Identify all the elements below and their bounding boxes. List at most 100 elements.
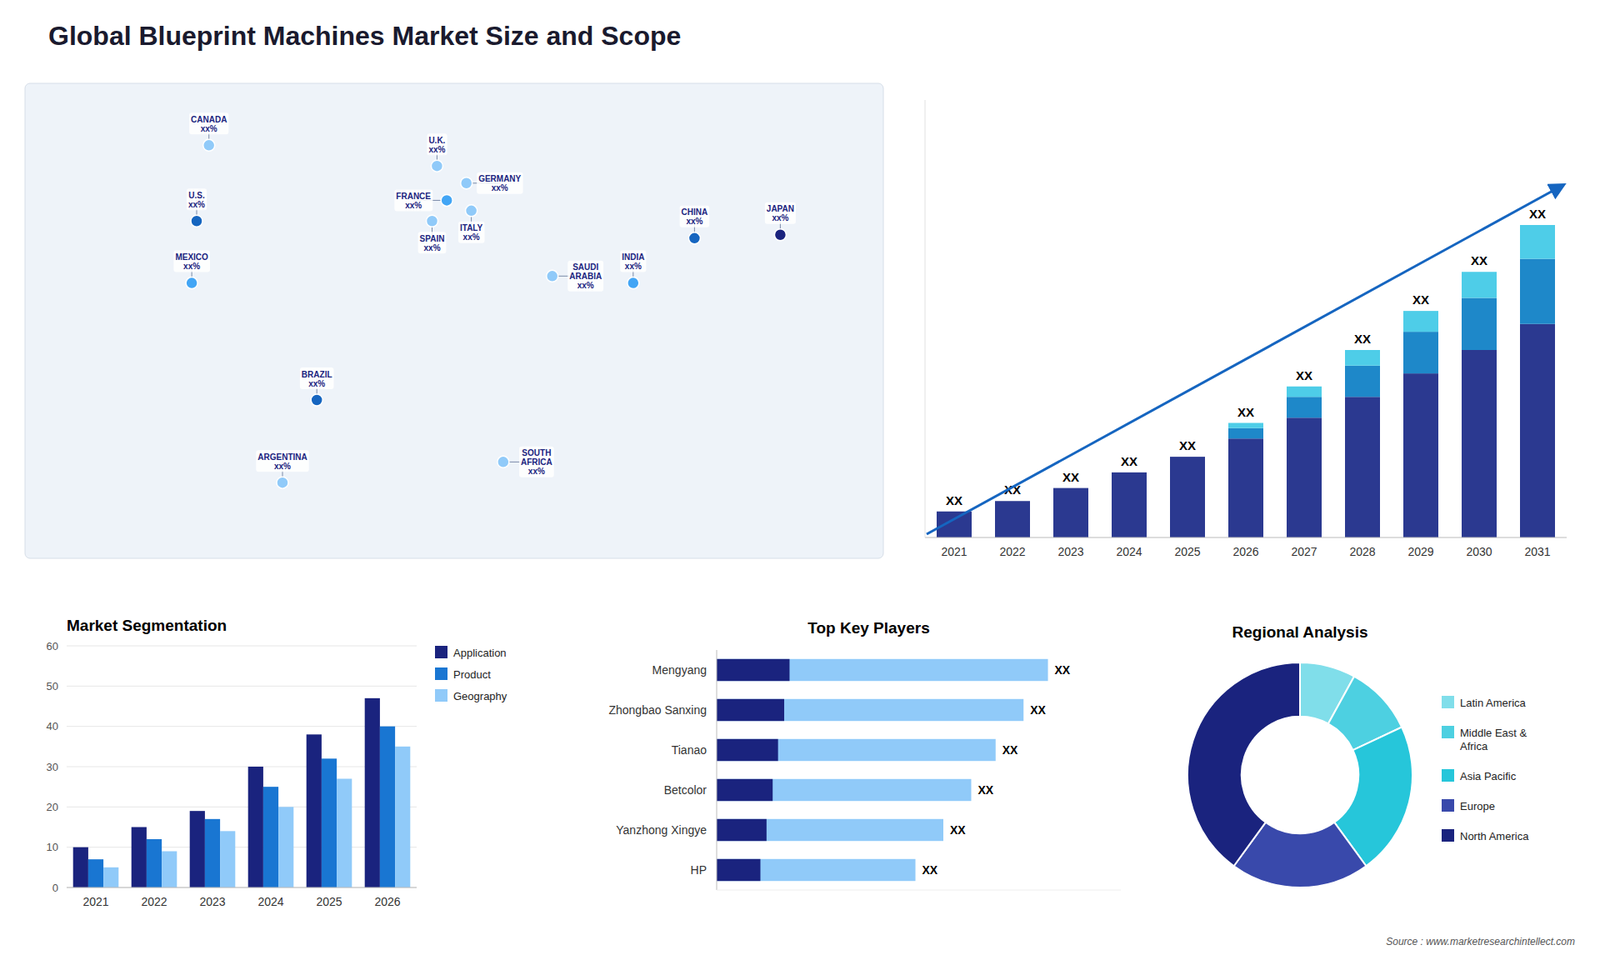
label-box xyxy=(186,188,207,210)
label-box xyxy=(426,133,447,155)
map-point xyxy=(627,277,640,290)
text-line: U.S. xyxy=(188,190,205,200)
chart-title: Top Key Players xyxy=(807,619,930,637)
map-point xyxy=(440,194,453,206)
text-line: U.K. xyxy=(428,135,445,145)
map-point xyxy=(465,205,478,217)
bar xyxy=(321,758,337,888)
text-line: Africa xyxy=(1460,740,1489,753)
text-line: GERMANY xyxy=(478,174,521,184)
bar-label: XX xyxy=(950,823,966,837)
bar xyxy=(716,739,779,761)
text-line: SPAIN xyxy=(420,233,445,243)
x-tick-label: 2024 xyxy=(1115,545,1142,559)
text-line: SOUTH xyxy=(521,448,551,458)
map-label: SAUDIARABIAxx% xyxy=(567,260,604,292)
bar xyxy=(1286,386,1322,398)
label-box xyxy=(300,367,335,390)
map-labels: U.S.xx%CANADAxx%MEXICOxx%BRAZILxx%ARGENT… xyxy=(173,112,796,478)
bar xyxy=(88,859,104,888)
grid-line xyxy=(66,887,417,889)
text-line: xx% xyxy=(274,460,291,470)
bar xyxy=(995,500,1030,502)
label-box xyxy=(255,450,309,472)
map-label-text: U.K.xx% xyxy=(428,135,445,154)
map-label-text: CANADAxx% xyxy=(190,114,227,133)
bar xyxy=(103,867,119,888)
bar-label: XX xyxy=(977,783,994,797)
text-line: xx% xyxy=(491,183,509,193)
bar xyxy=(716,859,916,881)
y-tick-label: 50 xyxy=(46,680,59,693)
bar xyxy=(1053,487,1089,489)
label-box xyxy=(189,112,229,135)
y-axis-line xyxy=(925,100,926,538)
label-box xyxy=(620,250,646,273)
chart-title: Regional Analysis xyxy=(1232,623,1369,641)
legend-label: North America xyxy=(1460,830,1530,843)
bar xyxy=(1111,471,1147,473)
bar xyxy=(1170,456,1205,458)
map-point xyxy=(688,232,700,245)
bars xyxy=(73,698,411,888)
x-tick-label: 2028 xyxy=(1349,545,1375,559)
bar-chart: Market Segmentation010203040506020212022… xyxy=(46,616,508,909)
bar xyxy=(306,734,322,888)
map-point xyxy=(276,476,289,489)
bar xyxy=(1111,471,1147,473)
figure-title: Global Blueprint Machines Market Size an… xyxy=(48,20,681,51)
map-label: GERMANYxx% xyxy=(476,172,523,195)
x-tick-label: 2029 xyxy=(1407,545,1434,559)
text-line: xx% xyxy=(528,466,545,476)
text-line: ITALY xyxy=(460,223,484,233)
map-point xyxy=(497,455,510,468)
text-line: BRAZIL xyxy=(301,369,333,379)
grid-line xyxy=(66,725,417,727)
x-tick-label: 2026 xyxy=(374,895,400,909)
legend-label: Latin America xyxy=(1460,696,1527,710)
bar xyxy=(716,659,790,681)
map-point xyxy=(426,215,439,227)
text-line: xx% xyxy=(424,242,441,252)
bar xyxy=(1345,365,1380,398)
bar xyxy=(1461,271,1497,298)
bar xyxy=(1520,259,1555,325)
bar-label: XX xyxy=(922,863,939,877)
text-line: ARABIA xyxy=(569,271,602,281)
hbar-chart: Top Key PlayersMengyangZhongbao SanxingT… xyxy=(608,619,1121,890)
legend-label: Product xyxy=(453,668,491,681)
bar xyxy=(1520,324,1555,538)
map-label-text: MEXICOxx% xyxy=(175,252,209,271)
donut-chart: Regional AnalysisLatin AmericaMiddle Eas… xyxy=(1187,623,1530,888)
x-tick-label: 2023 xyxy=(199,895,225,909)
bar xyxy=(995,500,1030,502)
bar xyxy=(220,830,235,888)
grid-line xyxy=(66,685,417,687)
map-label: CANADAxx% xyxy=(189,112,229,135)
legend-swatch xyxy=(1441,799,1455,812)
text-line: FRANCE xyxy=(395,190,431,200)
map-point xyxy=(430,160,443,172)
bar-label: XX xyxy=(1412,292,1430,307)
map-label-text: FRANCExx% xyxy=(395,190,431,210)
y-tick-label: Yanzhong Xingye xyxy=(615,823,707,837)
text-line: ARGENTINA xyxy=(257,451,307,461)
bar-label: XX xyxy=(1179,438,1196,453)
y-tick-label: Tianao xyxy=(671,743,708,757)
bar xyxy=(716,819,767,841)
bar xyxy=(1345,350,1380,366)
map-label: FRANCExx% xyxy=(394,189,433,211)
bars xyxy=(936,225,1555,538)
bar xyxy=(1461,298,1497,351)
text-line: xx% xyxy=(200,123,218,133)
map-label-text: SPAINxx% xyxy=(420,233,445,252)
bar xyxy=(1111,472,1147,538)
x-axis-line xyxy=(66,887,417,889)
trend-arrow xyxy=(926,185,1564,535)
bar-label: XX xyxy=(1055,663,1071,677)
bar xyxy=(716,779,773,801)
bars xyxy=(716,659,1049,881)
map-label-text: ITALYxx% xyxy=(460,223,484,242)
bar xyxy=(1228,438,1264,538)
legend-label: Europe xyxy=(1460,800,1495,813)
